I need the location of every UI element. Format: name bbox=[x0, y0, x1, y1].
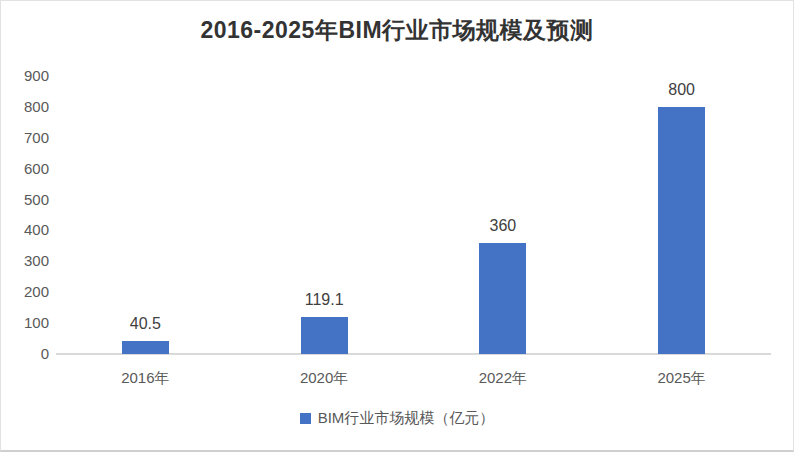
y-axis-tick-label: 400 bbox=[1, 220, 49, 240]
bar-value-label: 119.1 bbox=[264, 290, 384, 310]
bar-value-label: 800 bbox=[622, 80, 742, 100]
y-axis-tick-label: 900 bbox=[1, 66, 49, 86]
bar-value-label: 360 bbox=[443, 216, 563, 236]
x-axis-tick-label: 2020年 bbox=[254, 368, 394, 388]
y-axis-tick-label: 800 bbox=[1, 97, 49, 117]
y-axis-tick-label: 200 bbox=[1, 282, 49, 302]
x-axis-tick-label: 2016年 bbox=[75, 368, 215, 388]
x-axis-tick-label: 2022年 bbox=[433, 368, 573, 388]
legend-swatch-icon bbox=[300, 413, 311, 424]
legend-label: BIM行业市场规模（亿元） bbox=[318, 409, 495, 428]
bar-chart-plot-area: 0 100 200 300 400 500 600 700 800 900 40.5 2016年 119… bbox=[1, 1, 793, 450]
bar bbox=[122, 341, 169, 354]
y-axis-tick-label: 500 bbox=[1, 190, 49, 210]
chart-card: 2016-2025年BIM行业市场规模及预测 01002003004005006… bbox=[0, 0, 794, 452]
bar bbox=[658, 107, 705, 354]
y-axis-tick-label: 700 bbox=[1, 128, 49, 148]
bar-value-label: 40.5 bbox=[85, 314, 205, 334]
y-axis-tick-label: 600 bbox=[1, 159, 49, 179]
bar bbox=[301, 317, 348, 354]
x-axis-tick-label: 2025年 bbox=[612, 368, 752, 388]
bar bbox=[479, 243, 526, 354]
y-axis-tick-label: 300 bbox=[1, 251, 49, 271]
y-axis-tick-label: 0 bbox=[1, 344, 49, 364]
y-axis-tick-label: 100 bbox=[1, 313, 49, 333]
chart-legend: BIM行业市场规模（亿元） bbox=[1, 409, 793, 428]
